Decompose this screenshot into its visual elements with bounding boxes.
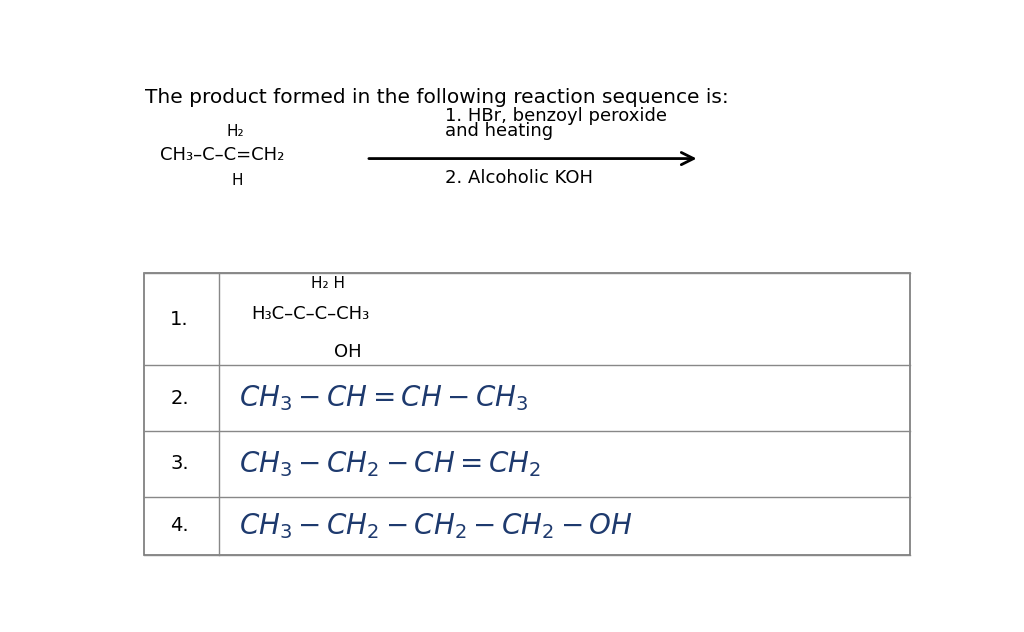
Text: $\mathit{CH_3 - CH_2 - CH_2 - CH_2 - OH}$: $\mathit{CH_3 - CH_2 - CH_2 - CH_2 - OH}…: [240, 511, 633, 541]
Text: H₂ H: H₂ H: [310, 276, 344, 291]
Text: 4.: 4.: [170, 516, 188, 535]
Text: CH₃–C–C=CH₂: CH₃–C–C=CH₂: [160, 145, 284, 164]
Text: OH: OH: [334, 343, 361, 360]
Text: The product formed in the following reaction sequence is:: The product formed in the following reac…: [145, 88, 729, 107]
Text: H₃C–C–C–CH₃: H₃C–C–C–CH₃: [251, 305, 370, 324]
Text: 2.: 2.: [170, 389, 188, 408]
Text: 3.: 3.: [170, 454, 188, 473]
Text: $\mathit{CH_3 - CH = CH - CH_3}$: $\mathit{CH_3 - CH = CH - CH_3}$: [240, 384, 528, 413]
Text: H₂: H₂: [226, 124, 244, 139]
Text: $\mathit{CH_3 - CH_2 - CH = CH_2}$: $\mathit{CH_3 - CH_2 - CH = CH_2}$: [240, 449, 541, 479]
Text: 1. HBr, benzoyl peroxide: 1. HBr, benzoyl peroxide: [445, 107, 668, 125]
Bar: [143, 273, 909, 555]
Text: 2. Alcoholic KOH: 2. Alcoholic KOH: [445, 169, 594, 187]
Text: H: H: [231, 173, 244, 188]
Text: 1.: 1.: [170, 310, 188, 329]
Text: and heating: and heating: [445, 122, 554, 140]
